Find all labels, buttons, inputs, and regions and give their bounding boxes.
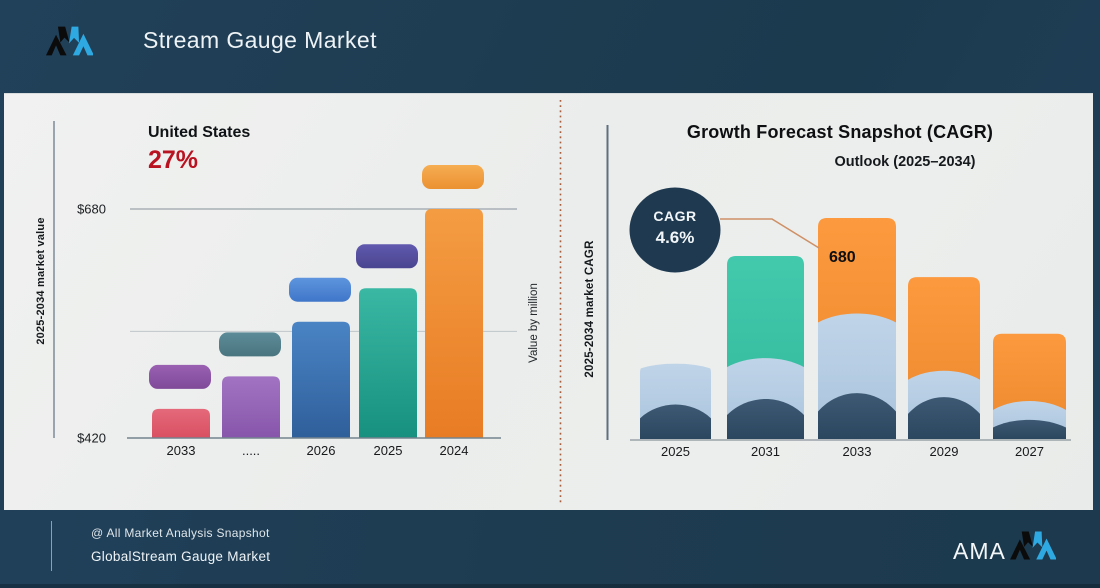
footer-band: @ All Market Analysis Snapshot GlobalStr… (0, 510, 1100, 588)
footer-brand-text: AMA (953, 538, 1006, 564)
header-band: Stream Gauge Market (0, 0, 1100, 93)
left-chart-percent-value: 27% (148, 146, 199, 174)
footer-credit-line-2: GlobalStream Gauge Market (91, 549, 271, 564)
ama-logo-header (45, 26, 93, 56)
ama-logo-footer (1010, 531, 1056, 560)
left-chart-y-axis-title: 2025-2034 market value (35, 217, 47, 345)
footer-credit-line-1: @ All Market Analysis Snapshot (91, 526, 270, 540)
value-by-million-axis-title: Value by million (528, 283, 540, 363)
footer-separator-line (51, 521, 52, 571)
right-chart-y-axis-title: 2025-2034 market CAGR (584, 240, 596, 378)
left-chart-region-label: United States (148, 124, 251, 141)
page-title: Stream Gauge Market (143, 27, 377, 53)
right-chart-subtitle: Outlook (2025–2034) (834, 154, 976, 170)
right-chart-title: Growth Forecast Snapshot (CAGR) (686, 122, 994, 142)
